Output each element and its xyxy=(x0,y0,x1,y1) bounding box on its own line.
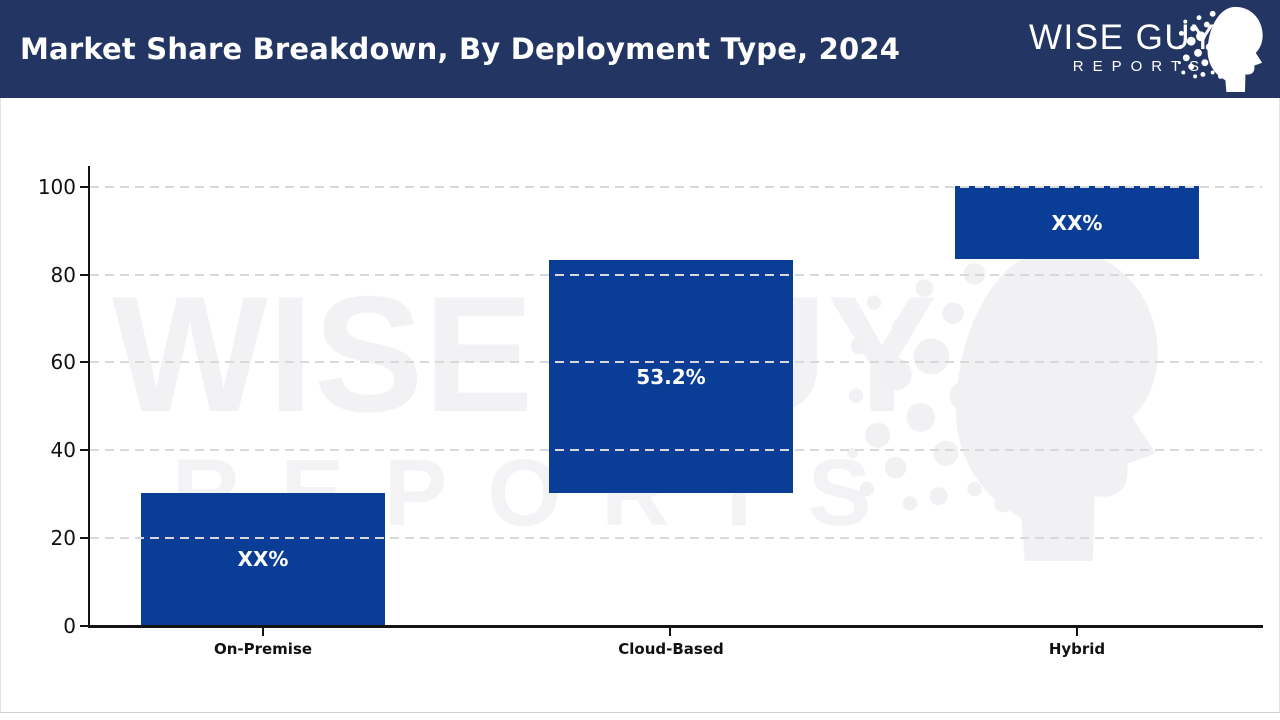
y-axis-spine xyxy=(88,166,90,628)
x-tick-hybrid xyxy=(1076,628,1078,636)
bar-cloud-based: 53.2% xyxy=(549,260,793,493)
gridline-20 xyxy=(90,537,1262,539)
header-banner: Market Share Breakdown, By Deployment Ty… xyxy=(0,0,1280,98)
bar-label-cloud-based: 53.2% xyxy=(636,364,706,389)
x-label-on-premise: On-Premise xyxy=(213,640,313,658)
gridline-60 xyxy=(90,361,1262,363)
bar-hybrid: XX% xyxy=(955,186,1199,259)
gridline-100 xyxy=(90,186,1262,188)
y-tick-60 xyxy=(80,361,88,363)
wise-guy-reports-logo: WISE GUY REPORTS xyxy=(1028,0,1268,98)
bar-label-hybrid: XX% xyxy=(1051,210,1103,235)
y-tick-label-0: 0 xyxy=(63,614,76,638)
watermark-head-icon xyxy=(847,248,1158,561)
x-tick-cloud-based xyxy=(669,628,671,636)
gridline-40 xyxy=(90,449,1262,451)
x-label-hybrid: Hybrid xyxy=(1048,640,1106,658)
logo-subtext: REPORTS xyxy=(1072,58,1208,75)
y-tick-0 xyxy=(80,625,88,627)
y-tick-80 xyxy=(80,274,88,276)
bar-label-on-premise: XX% xyxy=(237,547,289,571)
bar-on-premise: XX% xyxy=(141,493,385,625)
dotted-head-icon xyxy=(1177,6,1263,93)
x-label-cloud-based: Cloud-Based xyxy=(618,640,724,658)
y-tick-label-60: 60 xyxy=(50,350,76,374)
watermark-wordmark: WISE GUY xyxy=(112,262,938,446)
y-tick-label-100: 100 xyxy=(37,175,76,199)
y-tick-label-20: 20 xyxy=(50,526,76,550)
logo-wordmark: WISE GUY xyxy=(1028,18,1216,57)
page-title: Market Share Breakdown, By Deployment Ty… xyxy=(20,32,901,66)
y-tick-20 xyxy=(80,537,88,539)
x-axis-spine xyxy=(88,625,1263,628)
y-tick-40 xyxy=(80,449,88,451)
gridline-80 xyxy=(90,274,1262,276)
x-tick-on-premise xyxy=(262,628,264,636)
y-tick-label-80: 80 xyxy=(50,263,76,287)
y-tick-100 xyxy=(80,186,88,188)
y-tick-label-40: 40 xyxy=(50,438,76,462)
